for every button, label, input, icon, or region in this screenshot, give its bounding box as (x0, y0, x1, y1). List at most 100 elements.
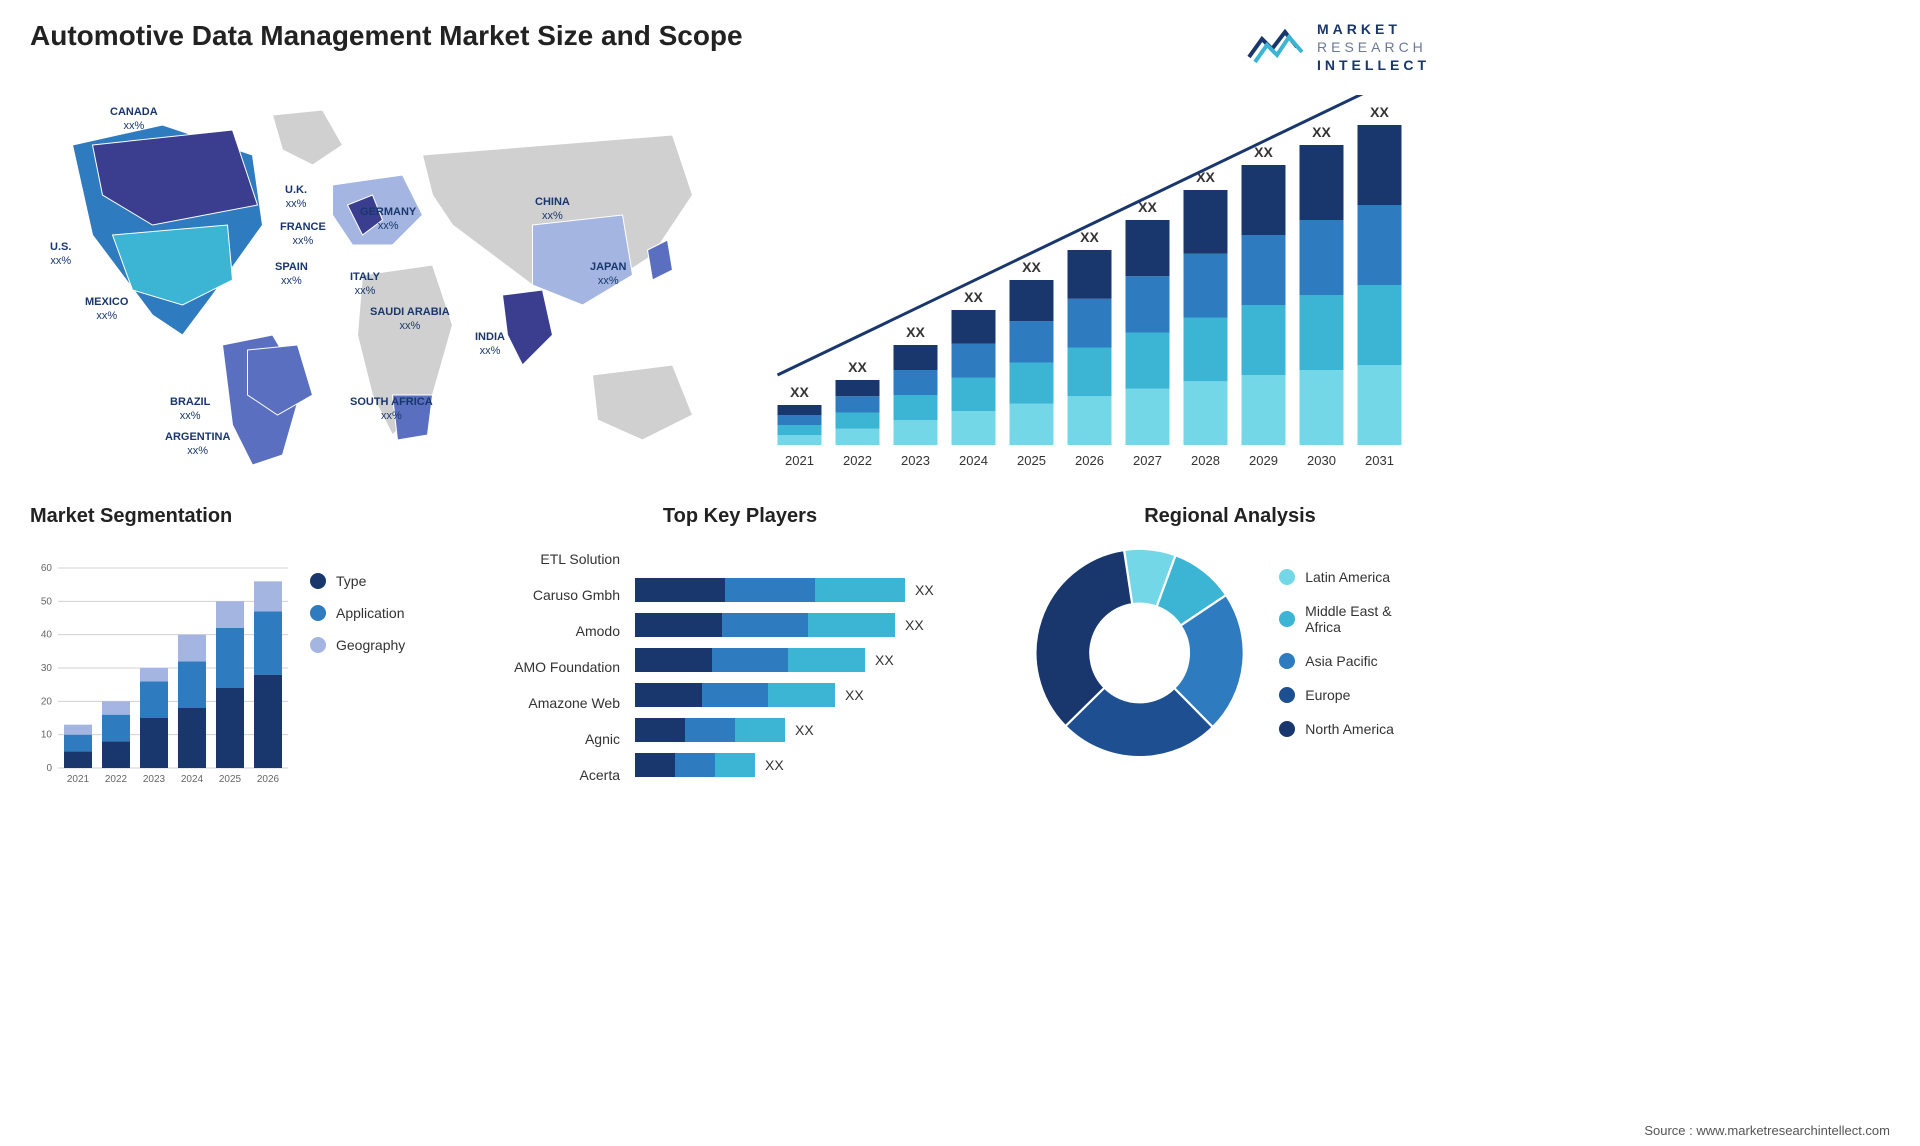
player-bar-row: XX (635, 613, 1000, 637)
svg-text:XX: XX (1370, 104, 1389, 120)
svg-text:2031: 2031 (1365, 453, 1394, 468)
player-bar-segment (725, 578, 815, 602)
player-bar-segment (635, 648, 712, 672)
map-label: U.K.xx% (285, 183, 307, 212)
player-value: XX (905, 617, 924, 633)
player-name: Caruso Gmbh (480, 583, 620, 607)
growth-chart-panel: XX2021XX2022XX2023XX2024XX2025XX2026XX20… (745, 95, 1430, 475)
player-value: XX (915, 582, 934, 598)
svg-text:XX: XX (848, 359, 867, 375)
legend-item: Type (310, 573, 405, 589)
player-bar-segment (635, 578, 725, 602)
player-bar-segment (635, 718, 685, 742)
svg-text:40: 40 (41, 629, 53, 640)
svg-text:2028: 2028 (1191, 453, 1220, 468)
player-value: XX (765, 757, 784, 773)
regional-title: Regional Analysis (1030, 505, 1430, 528)
player-bar-segment (635, 613, 722, 637)
legend-item: Middle East & Africa (1279, 603, 1430, 635)
regional-donut-chart (1030, 543, 1249, 763)
player-bar-segment (715, 753, 755, 777)
legend-label: North America (1305, 721, 1394, 737)
player-bar-segment (815, 578, 905, 602)
svg-text:2025: 2025 (1017, 453, 1046, 468)
player-bar (635, 753, 755, 777)
svg-text:60: 60 (41, 563, 53, 574)
logo-text-1: MARKET (1317, 20, 1430, 38)
svg-text:XX: XX (1254, 144, 1273, 160)
svg-text:XX: XX (1022, 259, 1041, 275)
legend-dot-icon (1279, 721, 1295, 737)
legend-label: Type (336, 573, 366, 589)
player-bar (635, 613, 895, 637)
svg-text:50: 50 (41, 596, 53, 607)
player-name: AMO Foundation (480, 655, 620, 679)
growth-bar-chart: XX2021XX2022XX2023XX2024XX2025XX2026XX20… (745, 95, 1430, 475)
svg-text:2022: 2022 (843, 453, 872, 468)
svg-text:2022: 2022 (105, 774, 128, 785)
svg-text:2029: 2029 (1249, 453, 1278, 468)
svg-text:2030: 2030 (1307, 453, 1336, 468)
map-label: ITALYxx% (350, 270, 380, 299)
regional-legend: Latin America Middle East & Africa Asia Pa… (1279, 569, 1430, 737)
player-bar-segment (635, 683, 702, 707)
player-bar-segment (685, 718, 735, 742)
map-label: U.S.xx% (50, 240, 71, 269)
map-label: FRANCExx% (280, 220, 326, 249)
map-label: CHINAxx% (535, 195, 570, 224)
svg-text:2026: 2026 (1075, 453, 1104, 468)
segmentation-legend: TypeApplicationGeography (310, 543, 405, 793)
svg-text:30: 30 (41, 663, 53, 674)
svg-text:2027: 2027 (1133, 453, 1162, 468)
player-bar-segment (675, 753, 715, 777)
legend-label: Latin America (1305, 569, 1390, 585)
map-label: GERMANYxx% (360, 205, 416, 234)
svg-text:XX: XX (964, 289, 983, 305)
legend-label: Europe (1305, 687, 1350, 703)
player-bar (635, 718, 785, 742)
legend-dot-icon (310, 573, 326, 589)
page-title: Automotive Data Management Market Size a… (30, 20, 743, 52)
legend-item: Latin America (1279, 569, 1430, 585)
source-attribution: Source : www.marketresearchintellect.com (1644, 1123, 1890, 1138)
player-name: Amodo (480, 619, 620, 643)
brand-logo: MARKET RESEARCH INTELLECT (1247, 20, 1430, 75)
player-name: Acerta (480, 763, 620, 787)
legend-item: Europe (1279, 687, 1430, 703)
map-label: INDIAxx% (475, 330, 505, 359)
player-bar-segment (722, 613, 809, 637)
player-value: XX (875, 652, 894, 668)
player-bar-row: XX (635, 578, 1000, 602)
svg-text:0: 0 (46, 763, 52, 774)
svg-text:XX: XX (1312, 124, 1331, 140)
player-bar-segment (712, 648, 789, 672)
player-bar-segment (768, 683, 835, 707)
map-label: MEXICOxx% (85, 295, 128, 324)
svg-text:2026: 2026 (257, 774, 280, 785)
legend-label: Asia Pacific (1305, 653, 1377, 669)
map-label: ARGENTINAxx% (165, 430, 230, 459)
player-name: Amazone Web (480, 691, 620, 715)
legend-label: Application (336, 605, 405, 621)
players-bar-list: XXXXXXXXXXXX (635, 543, 1000, 787)
player-bar-segment (808, 613, 895, 637)
svg-text:20: 20 (41, 696, 53, 707)
svg-text:XX: XX (906, 324, 925, 340)
svg-text:XX: XX (790, 384, 809, 400)
svg-text:2025: 2025 (219, 774, 242, 785)
player-bar-row: XX (635, 753, 1000, 777)
legend-dot-icon (310, 637, 326, 653)
player-value: XX (845, 687, 864, 703)
player-bar-segment (635, 753, 675, 777)
map-label: SPAINxx% (275, 260, 308, 289)
player-bar-row (635, 543, 1000, 567)
legend-item: Application (310, 605, 405, 621)
player-bar-segment (702, 683, 769, 707)
map-label: BRAZILxx% (170, 395, 210, 424)
map-label: SOUTH AFRICAxx% (350, 395, 433, 424)
segmentation-title: Market Segmentation (30, 505, 450, 528)
svg-text:2023: 2023 (143, 774, 166, 785)
svg-text:XX: XX (1080, 229, 1099, 245)
map-label: SAUDI ARABIAxx% (370, 305, 450, 334)
svg-text:2021: 2021 (67, 774, 90, 785)
